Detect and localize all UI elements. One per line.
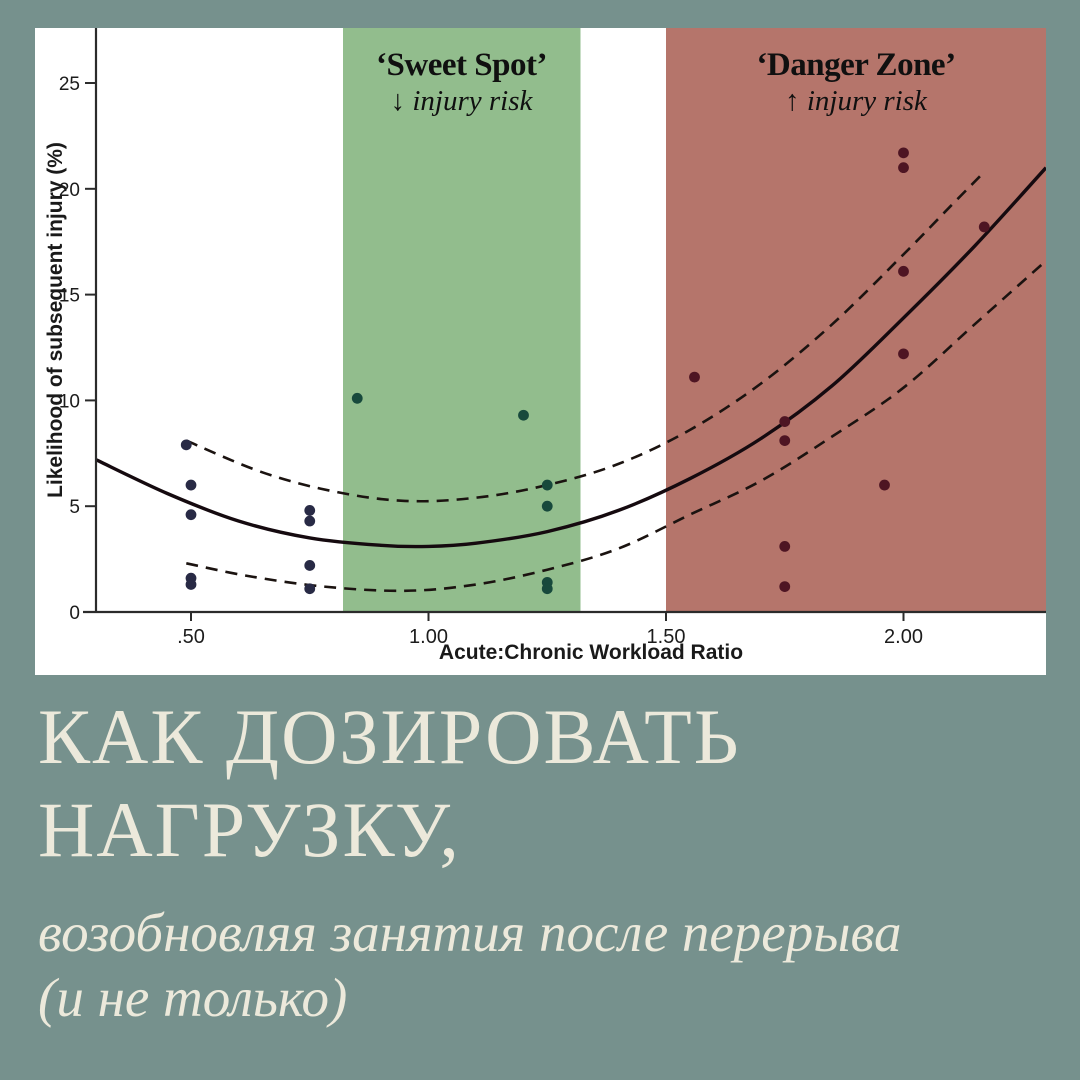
data-point [304,505,316,516]
fitted-injury-likelihood-curve [95,166,1046,549]
sweet-spot-title: ‘Sweet Spot’ [376,47,547,83]
data-point [898,348,909,360]
y-tick-label: 20 [59,180,80,201]
data-point [879,479,890,491]
data-point [779,541,791,552]
heading-line-2: НАГРУЗКУ, [38,786,461,873]
sweet-spot-subtitle: ↓ injury risk [390,85,533,117]
data-point [689,371,700,383]
data-point [518,409,529,421]
y-tick-label: 10 [59,391,80,412]
heading-line-3: возобновляя занятия после перерыва [38,902,902,963]
data-point [541,583,553,595]
x-tick-label: 1.50 [647,626,686,648]
y-tick-label: 0 [69,603,80,624]
data-point [185,509,197,521]
sweet-spot-band [343,28,581,612]
danger-zone-band [666,28,1046,612]
data-point [304,515,316,527]
y-tick-label: 15 [59,286,80,307]
data-point [779,435,791,447]
x-tick-label: 1.00 [409,626,448,648]
y-tick-label: 25 [59,74,80,95]
injury-risk-chart: .50 1.00 1.50 2.00 0 5 10 15 20 25 [59,28,1046,648]
heading-line-1: КАК ДОЗИРОВАТЬ [38,693,741,780]
data-point [898,162,909,174]
upper-confidence-band [185,170,986,503]
data-point [304,583,316,595]
data-point [898,147,909,159]
data-point [185,579,197,590]
data-point [898,265,909,277]
data-point [541,479,553,491]
sweet-spot-label: ‘Sweet Spot’ ↓ injury risk [343,46,580,118]
data-point [978,221,990,233]
chart-panel: .50 1.00 1.50 2.00 0 5 10 15 20 25 Likelihood of … [35,28,1046,675]
danger-zone-subtitle: ↑ injury risk [785,85,927,117]
data-point [779,581,791,593]
data-point [185,479,197,491]
heading-line-4: (и не только) [38,967,348,1028]
data-point [180,439,192,451]
x-tick-label: 2.00 [884,626,923,648]
data-point [304,560,316,571]
data-point [351,392,363,404]
danger-zone-title: ‘Danger Zone’ [756,47,956,83]
y-axis-title: Likelihood of subsequent injury (%) [44,142,67,498]
post-heading: КАК ДОЗИРОВАТЬ НАГРУЗКУ, возобновляя зан… [38,690,901,1030]
y-tick-label: 5 [69,497,80,518]
danger-zone-label: ‘Danger Zone’ ↑ injury risk [666,46,1046,118]
data-point [779,416,791,427]
x-tick-label: .50 [177,626,205,648]
data-point [541,500,553,512]
x-axis-title: Acute:Chronic Workload Ratio [438,641,744,664]
lower-confidence-band [186,259,1046,593]
